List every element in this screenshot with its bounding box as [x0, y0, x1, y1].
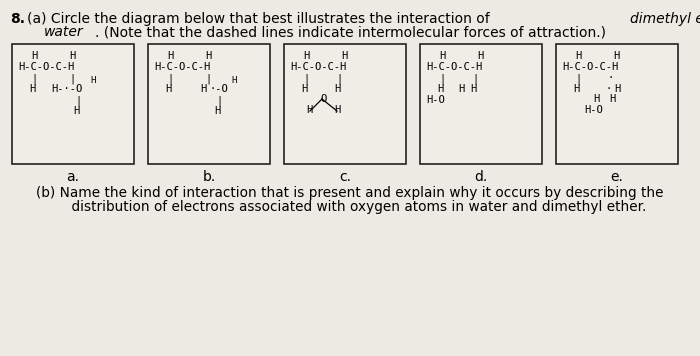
Text: dimethyl ether: dimethyl ether [630, 12, 700, 26]
Text: |: | [303, 73, 309, 84]
Text: |: | [336, 73, 342, 84]
Text: ·-O: ·-O [209, 84, 228, 94]
Text: H: H [437, 84, 443, 94]
Text: . (Note that the dashed lines indicate intermolecular forces of attraction.): . (Note that the dashed lines indicate i… [95, 25, 606, 39]
Text: H: H [613, 51, 620, 61]
Bar [12, 44, 134, 164]
Text: ·: · [608, 73, 615, 83]
Text: 8.: 8. [10, 12, 25, 26]
Text: (b) Name the kind of interaction that is present and explain why it occurs by de: (b) Name the kind of interaction that is… [36, 186, 664, 200]
Text: H: H [69, 51, 76, 61]
Text: H: H [458, 84, 464, 94]
Text: d.: d. [475, 170, 488, 184]
Text: c.: c. [339, 170, 351, 184]
Text: H: H [205, 51, 211, 61]
Text: H: H [165, 84, 172, 94]
Text: H: H [341, 51, 347, 61]
Bar [420, 44, 542, 164]
Text: H-C-O-C-H: H-C-O-C-H [290, 62, 346, 72]
Text: (a) Circle the diagram below that best illustrates the interaction of: (a) Circle the diagram below that best i… [27, 12, 494, 26]
Text: |: | [439, 73, 445, 84]
Text: H-C-O-C-H: H-C-O-C-H [426, 62, 482, 72]
Text: H-·-O: H-·-O [51, 84, 83, 94]
Bar [148, 44, 270, 164]
Text: |: | [31, 73, 37, 84]
Text: |: | [216, 95, 223, 105]
Text: H: H [439, 51, 445, 61]
Text: H: H [470, 84, 476, 94]
Text: H: H [334, 105, 340, 115]
Text: H-C-O-C-H: H-C-O-C-H [562, 62, 618, 72]
Text: H: H [31, 51, 37, 61]
Text: H: H [301, 84, 307, 94]
Text: distribution of electrons associated with oxygen atoms in water and dimethyl eth: distribution of electrons associated wit… [54, 200, 646, 214]
Text: H: H [90, 76, 95, 85]
Text: |: | [75, 95, 81, 105]
Text: H-O: H-O [426, 95, 444, 105]
Text: water: water [44, 25, 83, 39]
Text: H: H [303, 51, 309, 61]
Text: H: H [609, 94, 615, 104]
Text: H: H [167, 51, 174, 61]
Text: H: H [573, 84, 580, 94]
Text: b.: b. [202, 170, 216, 184]
Text: H: H [231, 76, 237, 85]
Text: H: H [575, 51, 581, 61]
Text: H-C-O-C-H: H-C-O-C-H [154, 62, 210, 72]
Text: |: | [69, 73, 76, 84]
Text: |: | [472, 73, 478, 84]
Text: |: | [575, 73, 581, 84]
Text: H: H [200, 84, 206, 94]
Text: H-O: H-O [584, 105, 603, 115]
Text: H: H [73, 106, 79, 116]
Text: H: H [477, 51, 483, 61]
Text: H: H [593, 94, 599, 104]
Text: H: H [214, 106, 220, 116]
Text: a.: a. [66, 170, 80, 184]
Text: |: | [205, 73, 211, 84]
Text: H: H [614, 84, 620, 94]
Text: H-C-O-C-H: H-C-O-C-H [18, 62, 74, 72]
Text: e.: e. [610, 170, 624, 184]
Text: ·: · [606, 84, 612, 94]
Bar [556, 44, 678, 164]
Text: H: H [306, 105, 312, 115]
Text: O: O [320, 94, 326, 104]
Text: |: | [167, 73, 174, 84]
Text: H: H [334, 84, 340, 94]
Bar [284, 44, 406, 164]
Text: H: H [29, 84, 35, 94]
